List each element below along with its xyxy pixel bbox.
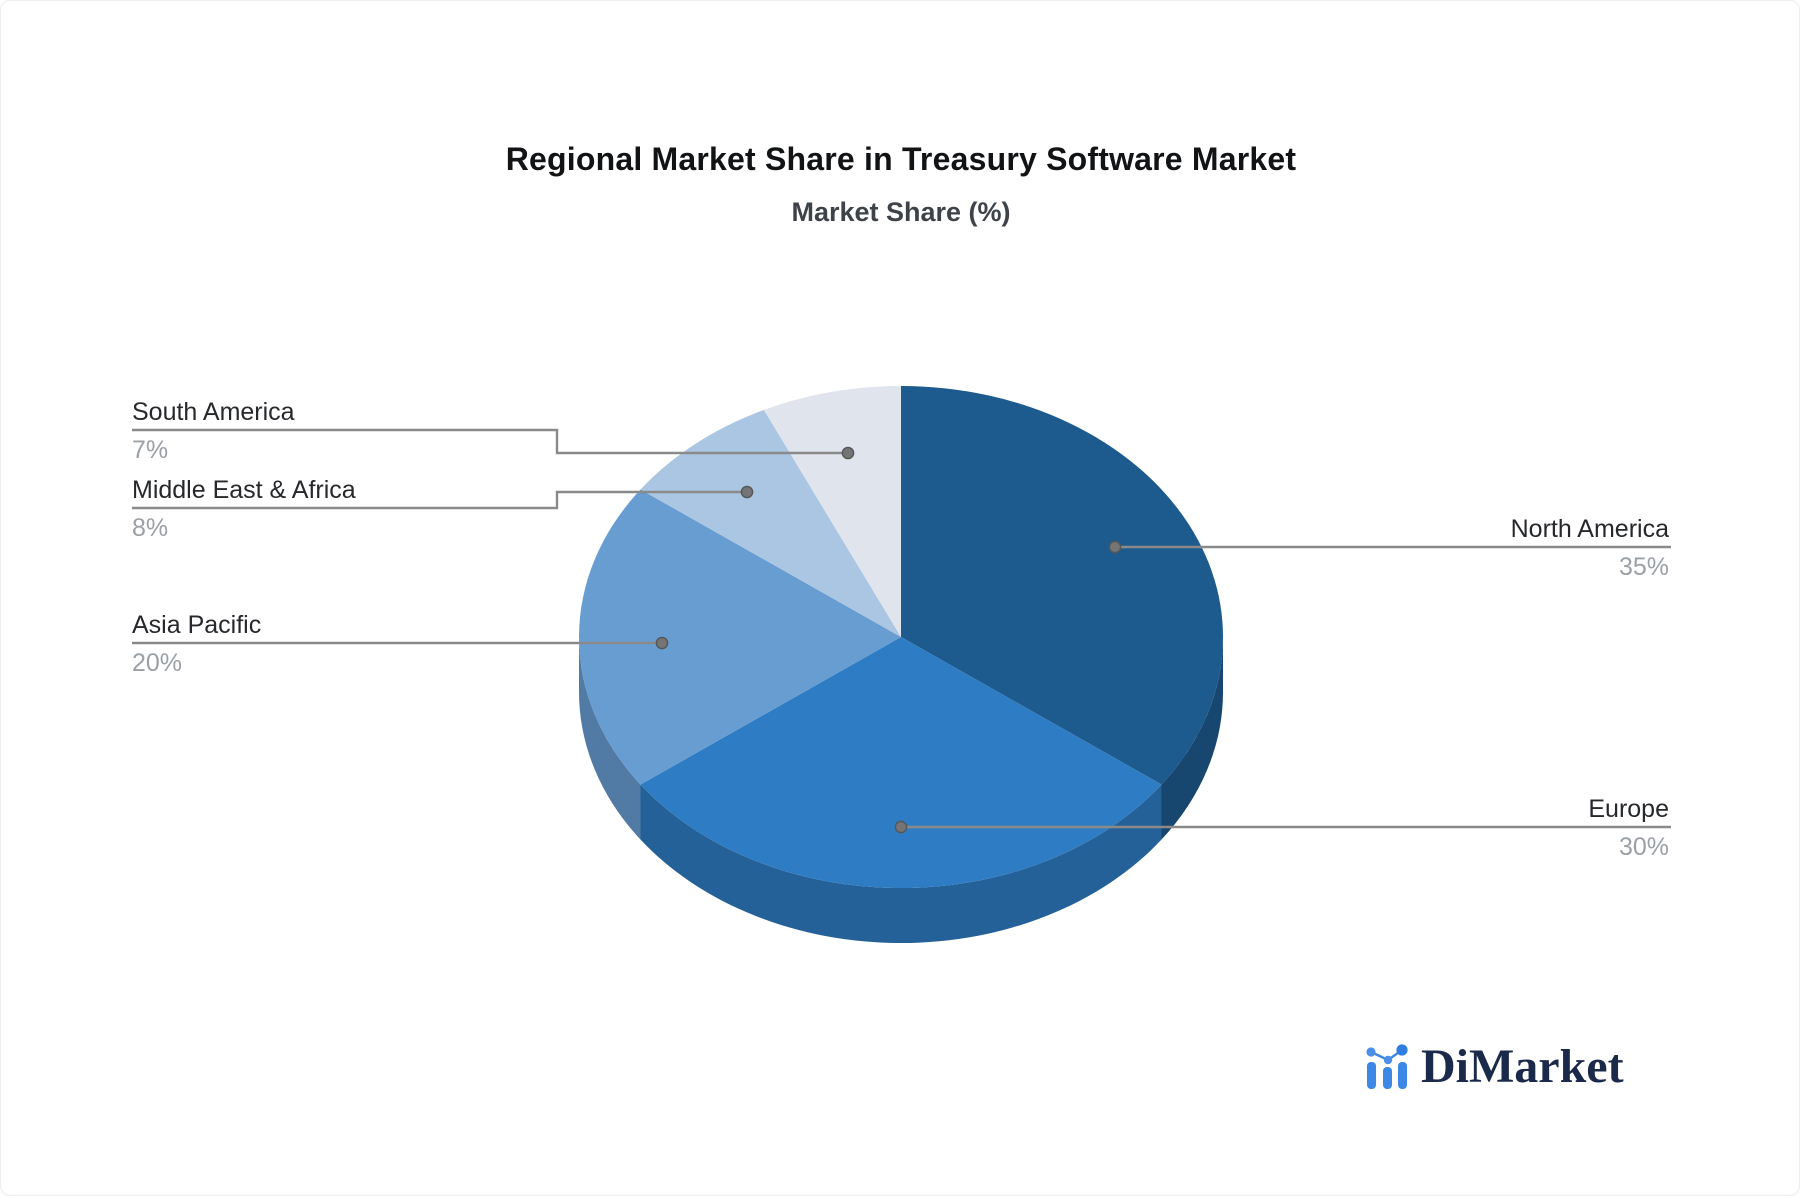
callout-label: South America [132, 398, 295, 426]
callout-value: 35% [1618, 553, 1669, 581]
callout-dot-north-america [1108, 540, 1122, 554]
callout-asia-pacific: Asia Pacific 20% [132, 608, 261, 680]
pie-slice-side-europe [640, 784, 1162, 943]
callout-value: 7% [132, 436, 169, 464]
callout-label: Middle East & Africa [132, 476, 356, 504]
dimarket-logo-text: DiMarket [1421, 1040, 1624, 1093]
callout-value: 8% [132, 514, 169, 542]
callout-south-america: South America 7% [132, 395, 295, 467]
dimarket-logo-icon [1366, 1044, 1408, 1089]
pie-slice-middle-east-africa [640, 409, 901, 637]
pie-slice-side-asia-pacific [579, 637, 641, 840]
callout-value: 30% [1618, 833, 1669, 861]
callout-line-south-america [132, 428, 848, 455]
callout-europe: Europe 30% [1588, 792, 1669, 864]
callout-label: North America [1510, 515, 1669, 543]
pie-slice-north-america [901, 386, 1223, 785]
callout-dot-south-america [841, 446, 855, 460]
callout-line-middle-east-africa [132, 490, 747, 510]
callout-north-america: North America 35% [1511, 512, 1669, 584]
chart-subtitle: Market Share (%) [791, 197, 1011, 227]
pie-slice-south-america [763, 386, 901, 637]
callout-dot-europe [894, 820, 908, 834]
dimarket-logo: DiMarket [1364, 1041, 1624, 1093]
chart-title: Regional Market Share in Treasury Softwa… [505, 141, 1297, 177]
callout-label: Asia Pacific [132, 611, 262, 639]
callout-middle-east-africa: Middle East & Africa 8% [132, 473, 356, 545]
pie-slice-asia-pacific [579, 489, 901, 785]
callout-dot-middle-east-africa [740, 485, 754, 499]
callout-dot-asia-pacific [655, 636, 669, 650]
pie-slice-side-north-america [1161, 637, 1223, 840]
callout-value: 20% [132, 649, 183, 677]
callout-label: Europe [1588, 795, 1669, 823]
pie-slice-europe [640, 637, 1162, 889]
